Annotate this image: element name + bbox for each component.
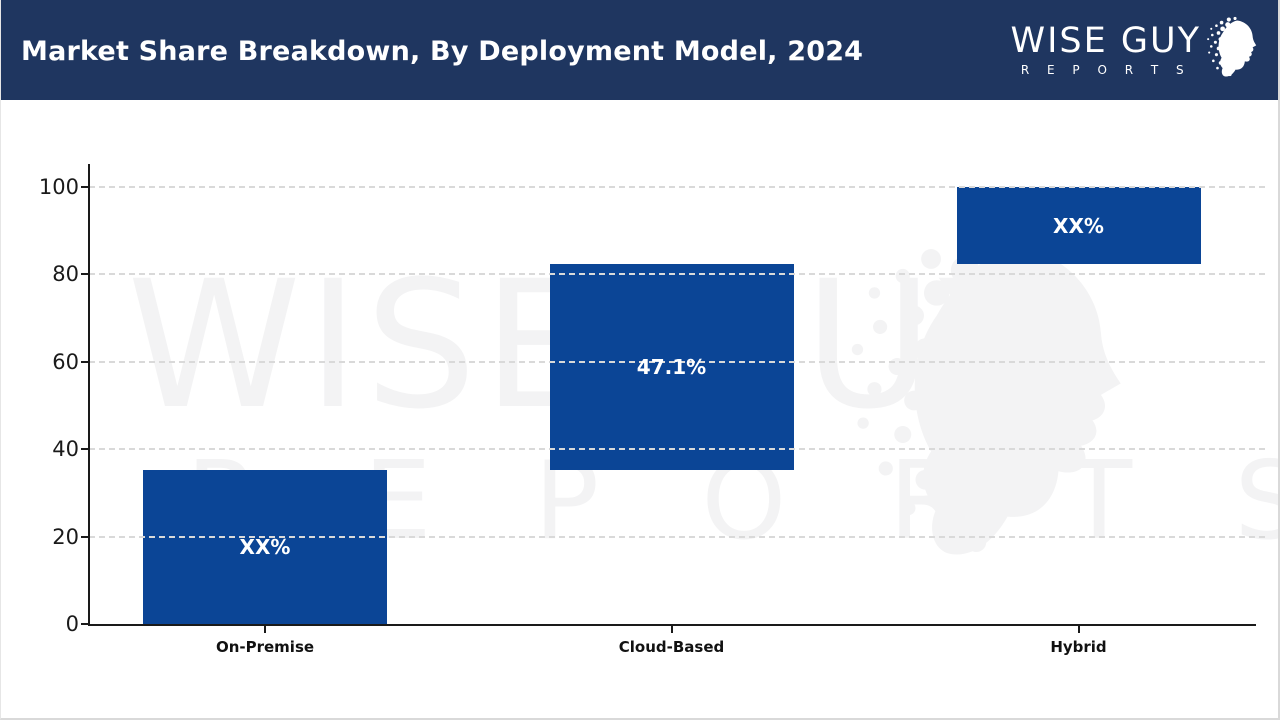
y-axis-tick-mark (81, 623, 88, 625)
y-axis-tick-label: 100 (38, 175, 79, 199)
y-axis-tick-mark (81, 360, 88, 363)
logo-head-icon (1207, 16, 1257, 77)
chart-title: Market Share Breakdown, By Deployment Mo… (21, 36, 864, 67)
gridline-20 (89, 535, 1265, 538)
x-axis-tick-label: On-Premise (215, 638, 315, 656)
bar-cloud-based (549, 264, 794, 471)
logo-text: WISE GUY R E P O R T S (1010, 20, 1201, 77)
y-axis-tick-label: 20 (52, 524, 79, 549)
x-axis-tick-mark (670, 626, 673, 633)
gridline-60 (89, 360, 1265, 363)
y-axis-tick-mark (81, 186, 88, 188)
bar-value-label: 47.1% (636, 355, 707, 380)
x-axis-line (88, 624, 1256, 626)
y-axis-tick-mark (81, 273, 88, 276)
y-axis-line (88, 164, 90, 626)
gridline-80 (89, 273, 1265, 276)
watermark-head-icon (851, 227, 1121, 555)
gridline-40 (89, 448, 1265, 451)
x-axis-tick-mark (264, 626, 266, 633)
y-axis-tick-label: 0 (65, 612, 79, 636)
y-axis-tick-mark (81, 535, 88, 538)
wise-guy-logo: WISE GUY R E P O R T S (1010, 6, 1265, 94)
x-axis-tick-label: Hybrid (1050, 638, 1107, 656)
y-axis-tick-label: 60 (52, 349, 79, 374)
logo-name: WISE GUY (1010, 20, 1201, 61)
gridline-100 (89, 186, 1265, 188)
x-axis-tick-mark (1077, 626, 1080, 633)
y-axis-tick-label: 40 (52, 437, 79, 462)
header-bar: Market Share Breakdown, By Deployment Mo… (1, 0, 1278, 100)
chart-plot-area: 0 20 40 60 80 100 XX% On-Premise 47.1% Cloud-Base… (1, 100, 1278, 718)
logo-tagline: R E P O R T S (1020, 62, 1191, 77)
bar-hybrid (956, 187, 1201, 265)
x-axis-tick-label: Cloud-Based (618, 638, 725, 656)
y-axis-tick-label: 80 (52, 262, 79, 287)
y-axis-tick-mark (81, 448, 88, 451)
bar-on-premise (143, 470, 387, 624)
bar-value-label: XX% (239, 535, 291, 560)
bar-value-label: XX% (1053, 213, 1104, 238)
